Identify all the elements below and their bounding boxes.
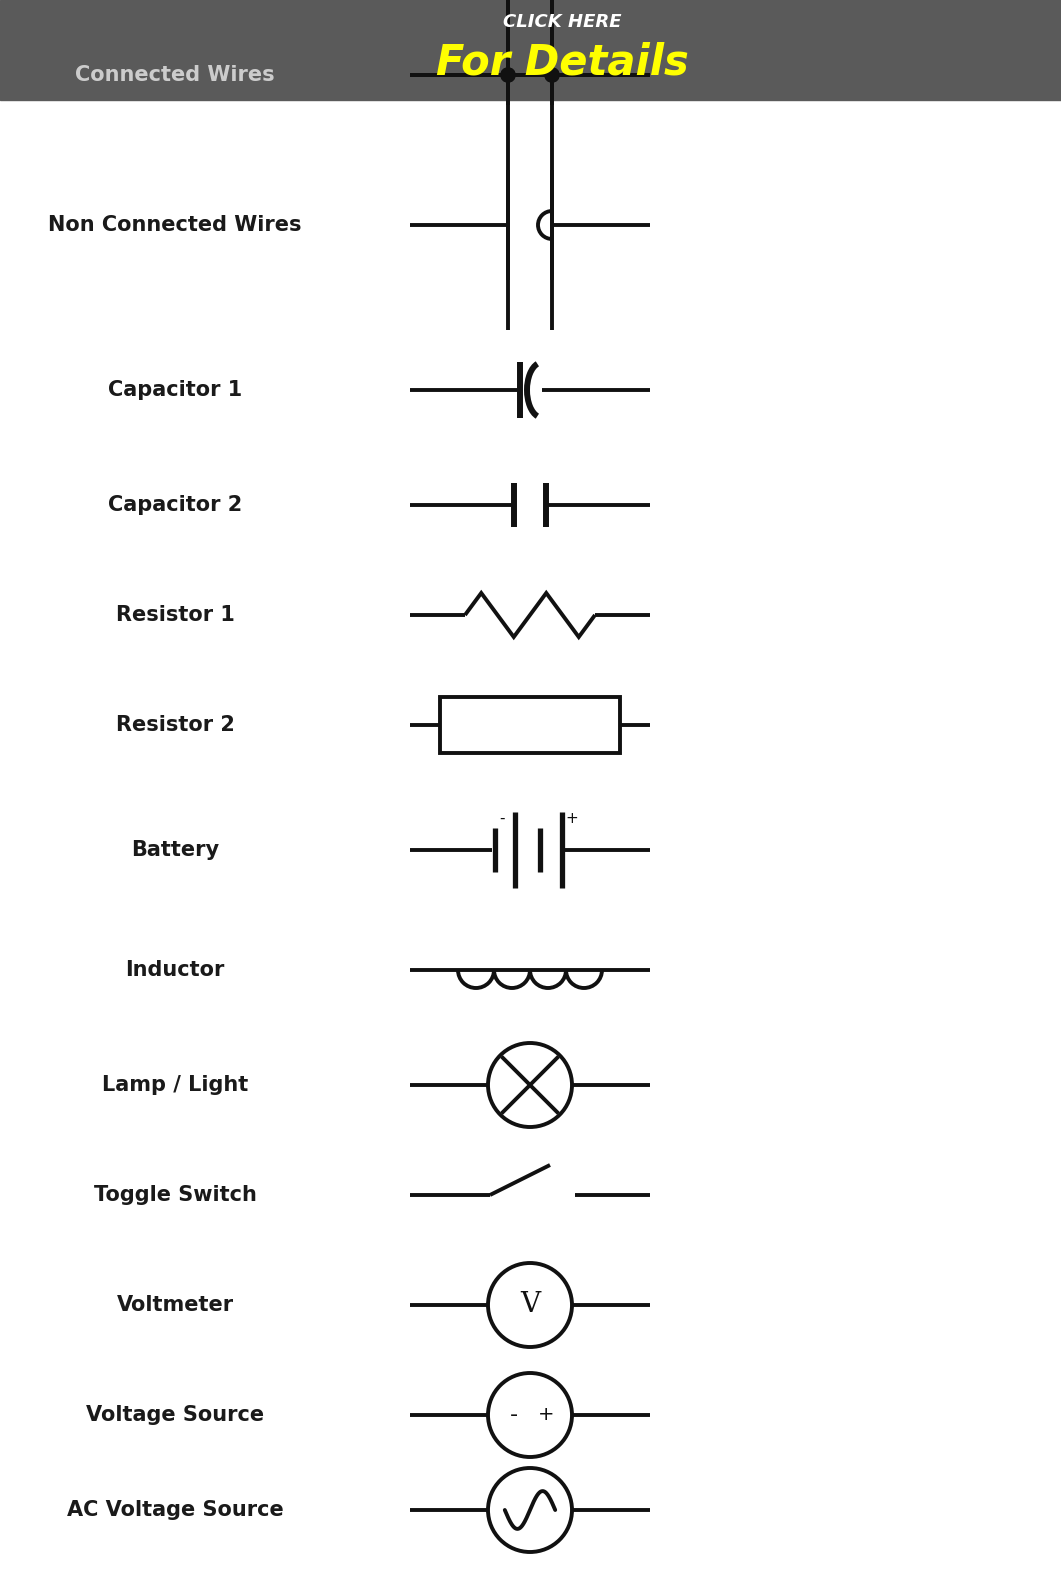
Circle shape [545,69,559,81]
Text: Resistor 1: Resistor 1 [116,606,234,625]
Text: Connected Wires: Connected Wires [75,65,275,84]
Bar [440,697,620,752]
Text: Voltmeter: Voltmeter [117,1294,233,1315]
Text: +: + [538,1406,554,1425]
Text: Capacitor 2: Capacitor 2 [108,496,242,515]
Circle shape [501,69,515,81]
Text: Toggle Switch: Toggle Switch [93,1184,257,1205]
Text: -: - [510,1404,518,1425]
Text: Lamp / Light: Lamp / Light [102,1074,248,1095]
Text: Capacitor 1: Capacitor 1 [108,379,242,400]
Bar [0,0,1061,100]
Text: V: V [520,1291,540,1318]
Circle shape [545,69,559,81]
Text: Non Connected Wires: Non Connected Wires [48,215,301,234]
Text: Inductor: Inductor [125,960,225,980]
Text: AC Voltage Source: AC Voltage Source [67,1500,283,1521]
Text: CLICK HERE: CLICK HERE [503,13,622,30]
Text: Resistor 2: Resistor 2 [116,716,234,735]
Circle shape [501,69,515,81]
Text: +: + [566,810,578,826]
Text: For Details: For Details [436,41,689,83]
Text: Voltage Source: Voltage Source [86,1404,264,1425]
Text: Battery: Battery [131,840,219,861]
Text: -: - [500,810,505,826]
